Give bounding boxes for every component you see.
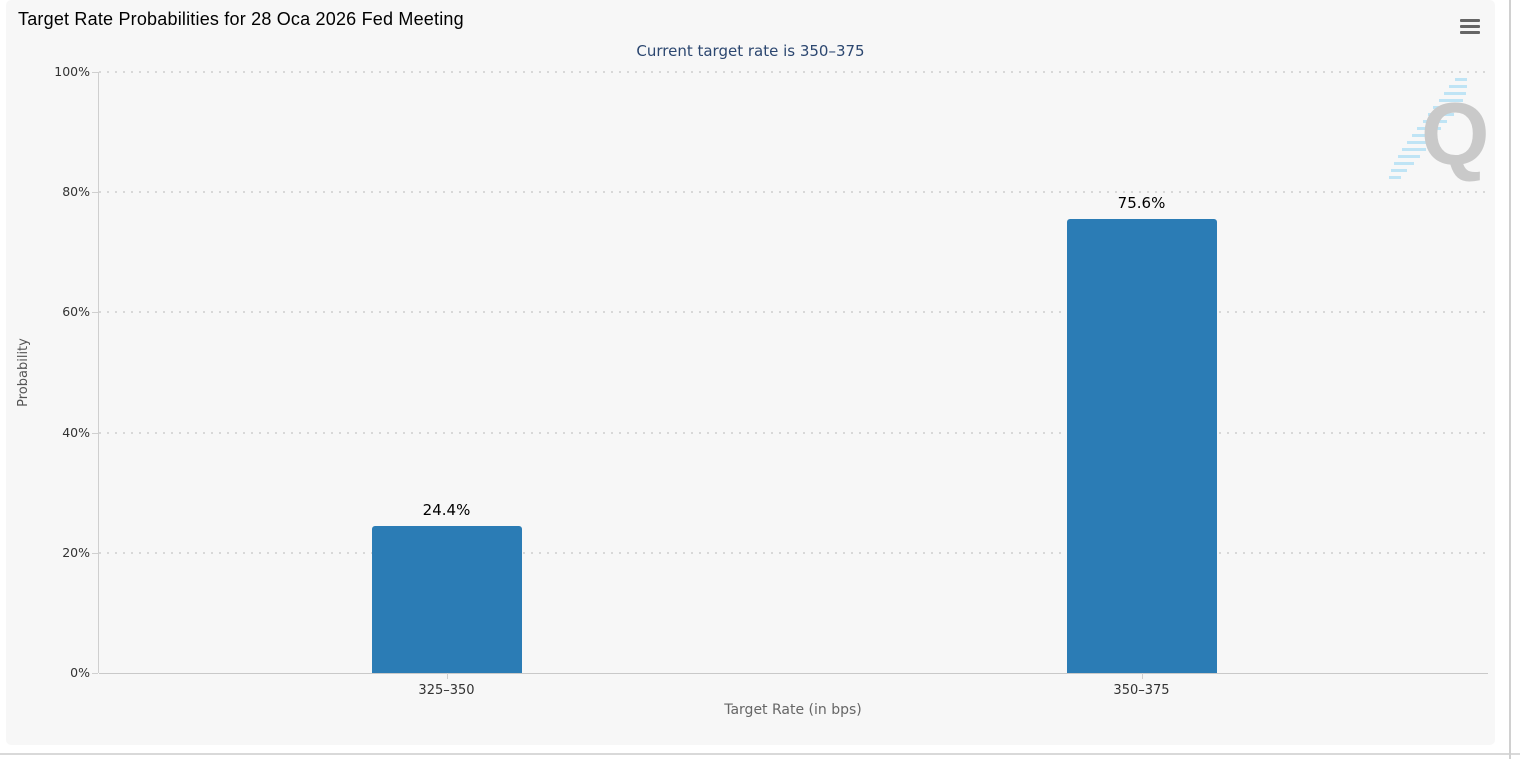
gridline	[99, 311, 1488, 314]
y-tick-mark	[92, 72, 98, 73]
probability-bar[interactable]	[371, 526, 522, 673]
y-tick-label: 80%	[62, 184, 90, 200]
gridline	[99, 551, 1488, 554]
x-tick-label: 325–350	[418, 683, 475, 698]
y-tick-mark	[92, 192, 98, 194]
gridline	[99, 431, 1488, 434]
plot-area: 24.4% 325–350 75.6% 350–375	[98, 71, 1488, 698]
y-tick-label: 0%	[70, 665, 90, 680]
bar-value-label: 75.6%	[1117, 193, 1166, 212]
page-right-divider[interactable]	[1509, 0, 1511, 759]
x-tick-mark	[446, 673, 448, 679]
y-tick-mark	[92, 673, 98, 674]
y-tick-mark	[92, 312, 98, 314]
y-tick-mark	[92, 432, 98, 434]
y-tick-label: 40%	[62, 424, 90, 440]
fedwatch-chart-panel: Target Rate Probabilities for 28 Oca 202…	[6, 0, 1495, 745]
y-tick-mark	[92, 552, 98, 554]
y-tick-label: 100%	[54, 64, 90, 79]
bar-value-label: 24.4%	[422, 501, 471, 520]
x-axis-line	[99, 673, 1488, 674]
x-axis-title: Target Rate (in bps)	[724, 702, 862, 718]
chart-title: Target Rate Probabilities for 28 Oca 202…	[18, 9, 464, 29]
y-tick-label: 60%	[62, 304, 90, 320]
hamburger-menu-icon	[1460, 18, 1480, 34]
chart-context-menu-button[interactable]	[1455, 12, 1485, 40]
probability-bar[interactable]	[1066, 218, 1217, 673]
y-axis-title: Probability	[15, 338, 31, 407]
x-tick-label: 350–375	[1113, 683, 1170, 698]
y-tick-label: 20%	[62, 544, 90, 560]
x-tick-mark	[1141, 673, 1143, 679]
gridline	[99, 191, 1488, 194]
page-bottom-divider	[0, 753, 1520, 755]
chart-subtitle: Current target rate is 350–375	[636, 42, 865, 60]
gridline	[99, 71, 1488, 73]
